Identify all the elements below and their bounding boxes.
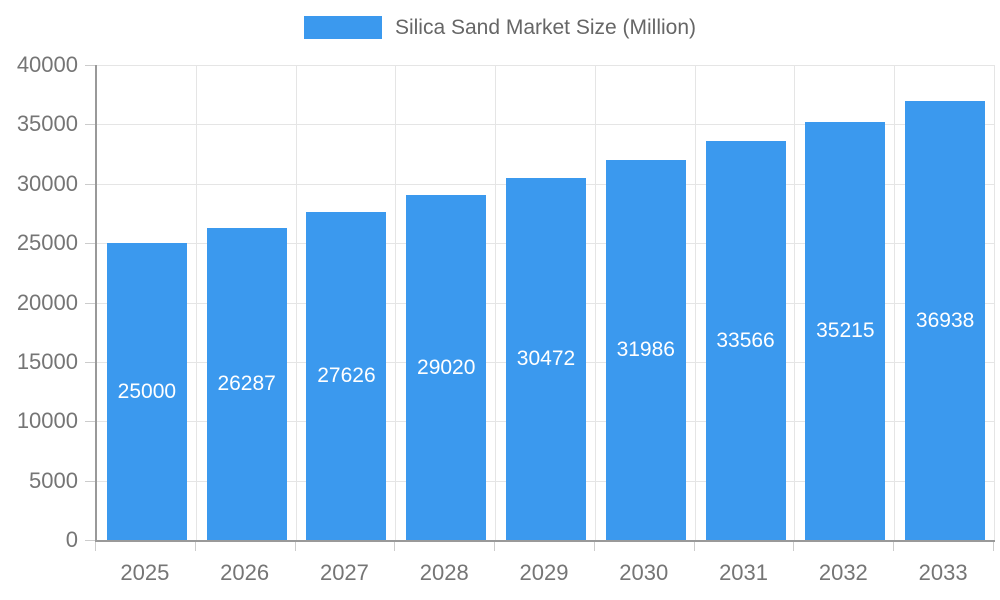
x-tick-mark — [95, 542, 96, 551]
x-tick-label: 2025 — [120, 560, 170, 585]
bar-2031[interactable] — [705, 141, 786, 540]
x-tick-mark — [394, 542, 396, 551]
y-tick-label: 30000 — [16, 170, 78, 196]
bar-2028[interactable] — [406, 195, 487, 540]
gridline-horizontal — [97, 124, 995, 126]
y-tick-mark — [85, 361, 95, 363]
plot-area: 25000 26287 27626 29020 30472 31986 33566 35215… — [95, 65, 995, 542]
gridline-vertical — [594, 65, 596, 540]
x-tick-mark — [793, 542, 795, 551]
x-tick-label: 2030 — [619, 560, 669, 585]
y-tick-mark — [85, 124, 95, 126]
gridline-vertical — [395, 65, 397, 540]
bar-2026[interactable] — [206, 227, 287, 540]
y-tick-label: 0 — [65, 527, 78, 552]
gridline-vertical — [495, 65, 497, 540]
gridline-vertical — [894, 65, 896, 540]
gridline-vertical — [694, 65, 696, 540]
x-tick-label: 2031 — [719, 560, 769, 585]
bar-2029[interactable] — [506, 178, 586, 540]
x-tick-label: 2033 — [918, 560, 968, 585]
x-tick-label: 2032 — [818, 560, 868, 585]
gridline-vertical — [195, 65, 197, 540]
gridline-vertical — [994, 65, 995, 540]
y-tick-mark — [85, 183, 95, 185]
y-tick-label: 35000 — [16, 111, 78, 137]
y-tick-mark — [85, 540, 95, 541]
gridline-vertical — [794, 65, 796, 540]
y-tick-mark — [85, 65, 95, 66]
y-tick-label: 40000 — [16, 52, 78, 77]
bar-2025[interactable] — [106, 243, 187, 540]
y-tick-mark — [85, 302, 95, 304]
bar-2030[interactable] — [605, 160, 686, 540]
y-tick-label: 15000 — [16, 348, 78, 374]
y-tick-label: 5000 — [29, 467, 78, 493]
bar-2027[interactable] — [306, 211, 387, 540]
x-tick-mark — [194, 542, 196, 551]
chart-legend-item[interactable]: Silica Sand Market Size (Million) — [0, 16, 1000, 39]
legend-label: Silica Sand Market Size (Million) — [394, 16, 697, 39]
y-tick-mark — [85, 480, 95, 482]
x-tick-label: 2027 — [319, 560, 369, 585]
y-tick-label: 20000 — [16, 289, 78, 315]
x-tick-mark — [593, 542, 595, 551]
x-tick-mark — [294, 542, 296, 551]
bar-2032[interactable] — [805, 121, 886, 540]
y-tick-mark — [85, 243, 95, 245]
x-tick-mark — [693, 542, 695, 551]
gridline-horizontal — [97, 65, 995, 66]
legend-swatch — [303, 16, 382, 39]
x-tick-label: 2028 — [419, 560, 469, 585]
y-tick-label: 10000 — [16, 408, 78, 434]
x-tick-label: 2026 — [220, 560, 270, 585]
gridline-vertical — [295, 65, 297, 540]
x-tick-mark — [993, 542, 994, 551]
y-tick-mark — [85, 421, 95, 423]
x-tick-mark — [893, 542, 895, 551]
x-tick-mark — [494, 542, 496, 551]
x-tick-label: 2029 — [519, 560, 569, 585]
bar-2033[interactable] — [905, 101, 986, 540]
y-tick-label: 25000 — [16, 230, 78, 256]
